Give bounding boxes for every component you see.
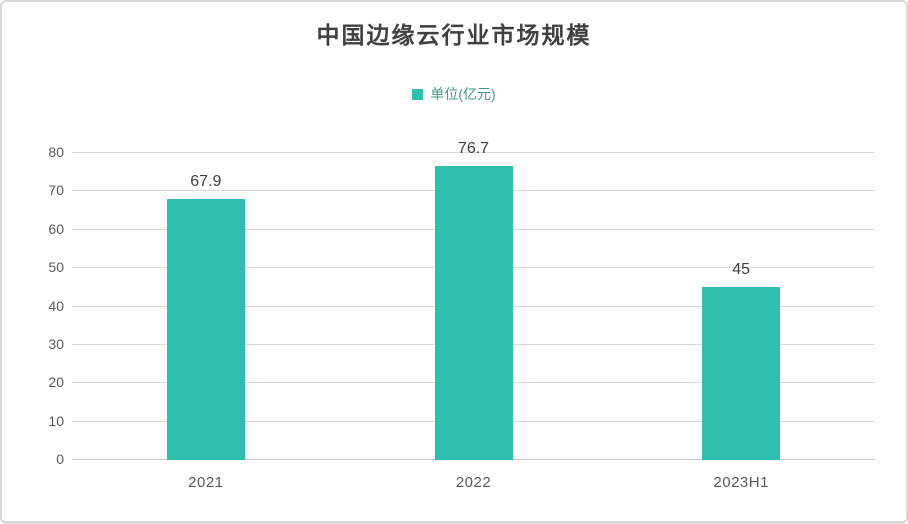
gridline-80 — [72, 152, 875, 153]
y-tick-label-60: 60 — [48, 220, 64, 237]
bar-value-label-2023H1: 45 — [732, 261, 751, 279]
legend-swatch-icon — [412, 88, 424, 100]
y-tick-label-30: 30 — [48, 335, 64, 352]
x-tick-label-2023H1: 2023H1 — [713, 474, 769, 491]
x-axis: 2021 2022 2023H1 — [72, 474, 875, 491]
y-tick-label-10: 10 — [48, 412, 64, 429]
legend-label: 单位(亿元) — [430, 86, 496, 102]
legend: 单位(亿元) — [2, 84, 906, 104]
bar-2021: 67.9 — [166, 173, 245, 460]
bar-slot-2022: 76.7 — [340, 140, 608, 460]
y-tick-label-0: 0 — [56, 451, 64, 467]
y-tick-label-70: 70 — [48, 182, 64, 199]
y-tick-label-40: 40 — [48, 297, 64, 314]
y-tick-label-80: 80 — [48, 144, 64, 160]
bar-value-label-2022: 76.7 — [457, 139, 490, 157]
bar-value-label-2021: 67.9 — [190, 173, 222, 191]
y-tick-label-20: 20 — [48, 374, 64, 391]
bar-2023H1: 45 — [702, 261, 781, 460]
bar-series: 67.9 76.7 45 — [72, 140, 875, 460]
chart-title: 中国边缘云行业市场规模 — [316, 22, 592, 48]
y-tick-label-50: 50 — [48, 259, 64, 276]
x-tick-label-2021: 2021 — [188, 474, 224, 491]
plot-area: 67.9 76.7 45 — [72, 140, 875, 460]
x-tick-label-2022: 2022 — [455, 474, 492, 491]
bar-slot-2021: 67.9 — [72, 153, 340, 460]
bar-2022: 76.7 — [434, 140, 513, 460]
bar-slot-2023H1: 45 — [607, 153, 875, 460]
